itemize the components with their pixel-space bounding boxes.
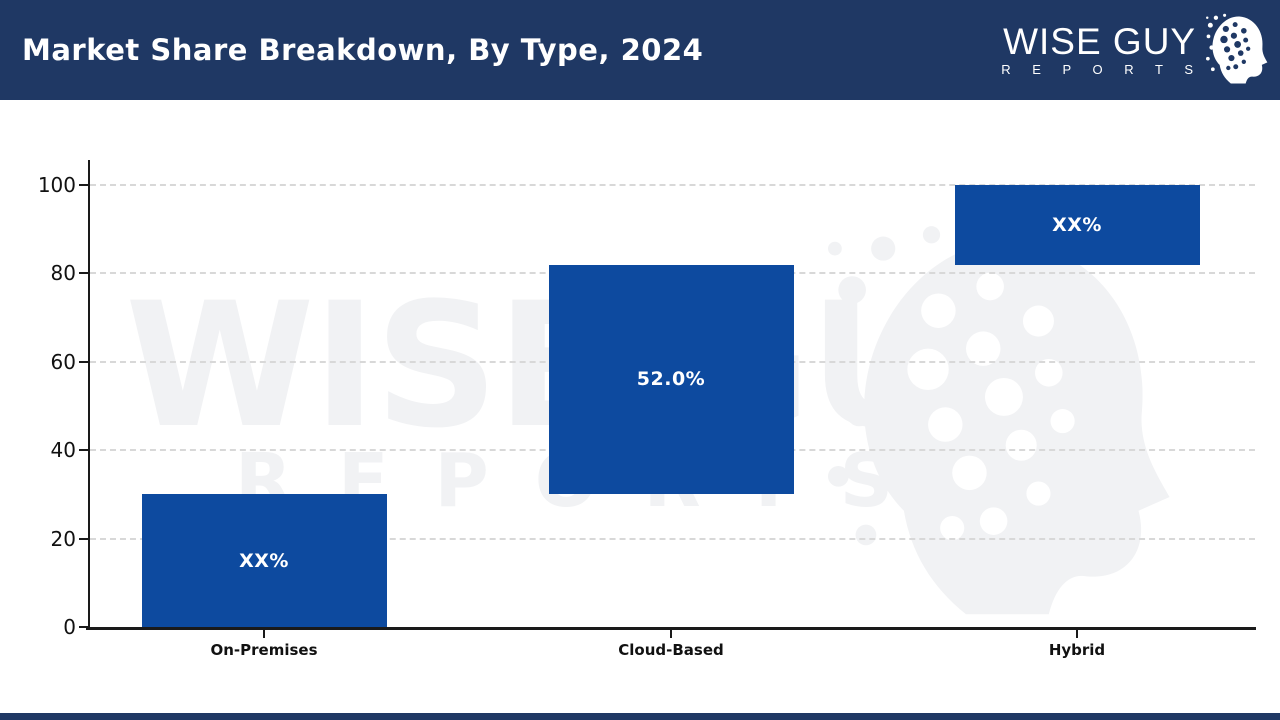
x-axis-line	[86, 627, 1256, 630]
bar-on-premises: XX%	[141, 494, 387, 627]
y-tick-mark	[79, 537, 88, 540]
y-tick-label: 100	[37, 173, 76, 197]
gridline	[90, 184, 1255, 186]
y-tick-mark	[79, 360, 88, 363]
x-tick-mark	[263, 630, 265, 638]
brand-head-icon	[1206, 13, 1268, 84]
x-category-label: On-Premises	[210, 641, 318, 659]
bar-hybrid: XX%	[954, 185, 1200, 265]
bar-value-label: XX%	[1052, 213, 1102, 236]
y-tick-label: 0	[63, 615, 76, 639]
brand-text: WISE GUY R E P O R T S	[997, 23, 1202, 77]
watermark-head-icon	[828, 226, 1170, 615]
page-title: Market Share Breakdown, By Type, 2024	[22, 33, 704, 67]
footer-bar	[0, 713, 1280, 720]
y-tick-mark	[79, 272, 88, 275]
y-tick-mark	[79, 626, 88, 628]
brand-logo: WISE GUY R E P O R T S	[997, 0, 1268, 100]
y-tick-label: 20	[50, 526, 76, 551]
gridline	[90, 537, 1255, 540]
y-tick-label: 40	[50, 438, 76, 463]
bar-cloud-based: 52.0%	[548, 264, 794, 495]
header-bar: Market Share Breakdown, By Type, 2024 WI…	[0, 0, 1280, 100]
bar-value-label: XX%	[239, 549, 289, 572]
x-tick-mark	[670, 630, 672, 638]
brand-name: WISE GUY	[1003, 21, 1197, 62]
x-category-label: Hybrid	[1048, 641, 1106, 659]
y-tick-label: 80	[50, 261, 76, 286]
x-category-label: Cloud-Based	[618, 641, 724, 659]
bar-value-label: 52.0%	[636, 368, 706, 391]
brand-subtitle: R E P O R T S	[1001, 62, 1202, 77]
y-tick-mark	[79, 449, 88, 452]
y-tick-label: 60	[50, 349, 76, 374]
x-tick-mark	[1076, 630, 1078, 638]
y-axis-line	[88, 160, 90, 629]
y-tick-mark	[79, 184, 88, 186]
